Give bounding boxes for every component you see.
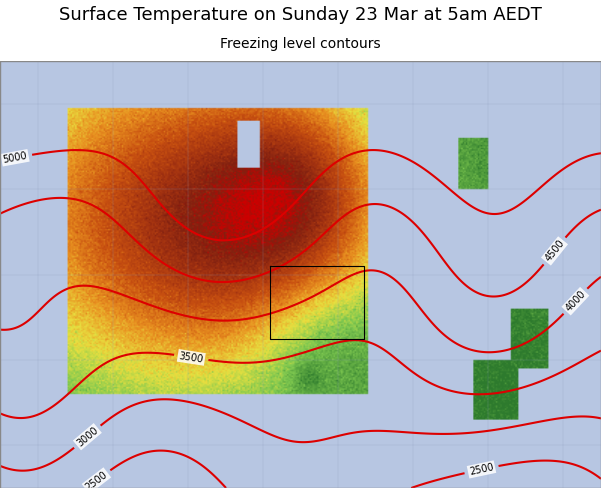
Text: Surface Temperature on Sunday 23 Mar at 5am AEDT: Surface Temperature on Sunday 23 Mar at …	[59, 6, 542, 23]
Text: 3500: 3500	[178, 350, 204, 364]
Text: 2500: 2500	[468, 462, 495, 477]
Text: Freezing level contours: Freezing level contours	[220, 37, 381, 51]
Text: 3000: 3000	[75, 425, 100, 448]
Text: 4500: 4500	[543, 238, 566, 264]
Text: 4000: 4000	[563, 289, 587, 314]
Text: 5000: 5000	[2, 151, 28, 165]
Text: 2500: 2500	[84, 469, 109, 488]
